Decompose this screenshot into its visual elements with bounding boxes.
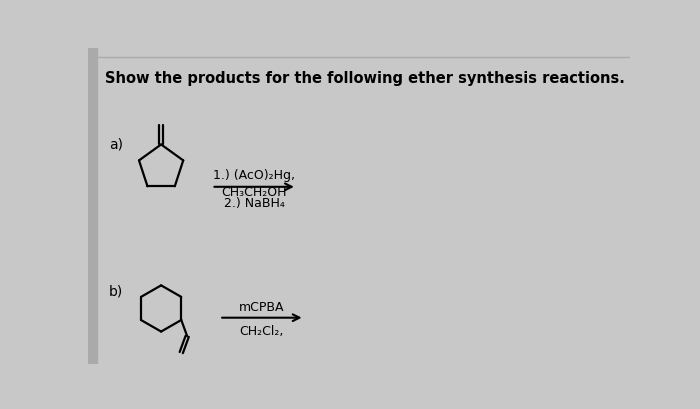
- Text: 1.) (AcO)₂Hg,: 1.) (AcO)₂Hg,: [213, 168, 295, 181]
- Text: b): b): [109, 283, 123, 297]
- Text: CH₂Cl₂,: CH₂Cl₂,: [239, 324, 284, 337]
- Text: mCPBA: mCPBA: [239, 300, 285, 313]
- Text: CH₃CH₂OH: CH₃CH₂OH: [221, 185, 287, 198]
- Text: Show the products for the following ether synthesis reactions.: Show the products for the following ethe…: [104, 71, 624, 85]
- Text: 2.) NaBH₄: 2.) NaBH₄: [224, 197, 285, 209]
- Bar: [88, 49, 97, 364]
- Text: a): a): [109, 137, 123, 151]
